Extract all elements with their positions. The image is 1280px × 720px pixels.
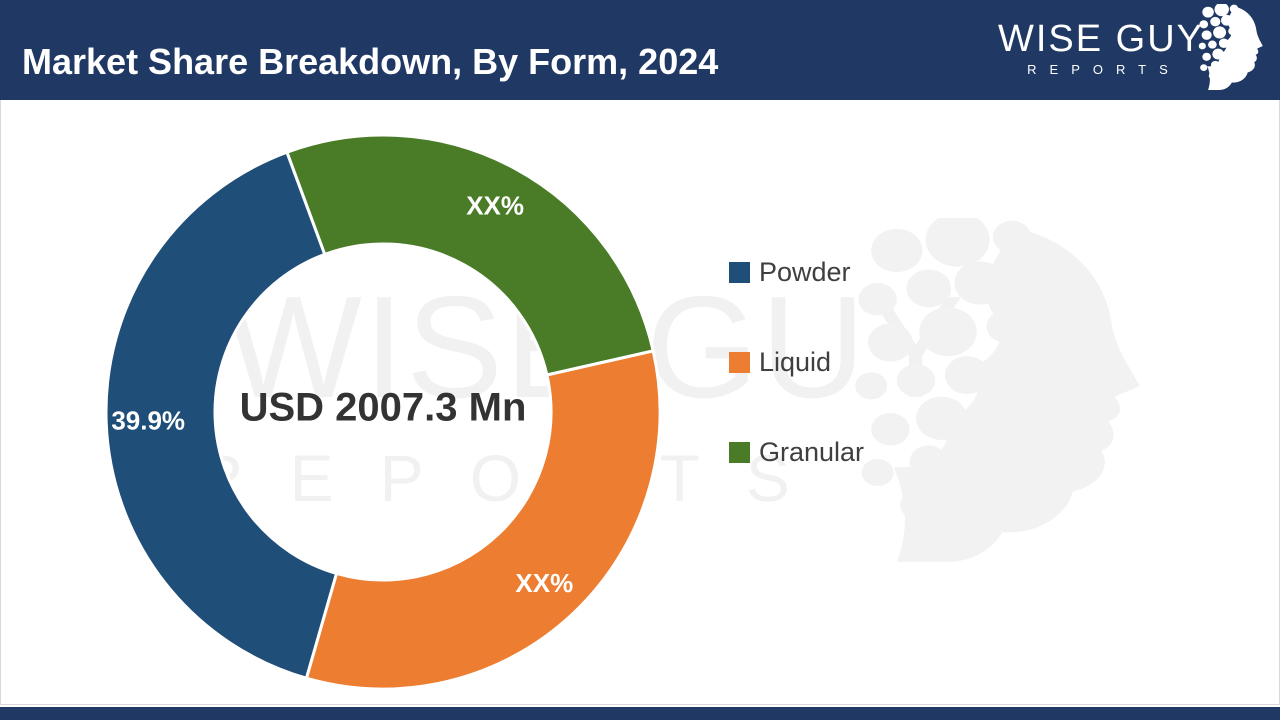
header-bar: Market Share Breakdown, By Form, 2024 WI…: [0, 0, 1280, 100]
donut-segment-liquid[interactable]: [304, 349, 662, 691]
donut-segment-powder[interactable]: [104, 150, 339, 681]
legend-item-granular[interactable]: Granular: [729, 436, 864, 468]
legend-label-liquid: Liquid: [759, 346, 832, 377]
legend: Powder Liquid Granular: [729, 256, 864, 468]
donut-segment-granular[interactable]: [284, 133, 655, 377]
donut-center-label: USD 2007.3 Mn: [239, 385, 527, 430]
wise-guy-logo: WISE GUY REPORTS: [998, 4, 1270, 92]
content-border-left: [0, 100, 1, 705]
legend-label-powder: Powder: [759, 256, 851, 287]
footer-rule: [0, 704, 1280, 705]
legend-swatch-granular: [729, 441, 750, 463]
donut-label-granular: XX%: [466, 190, 524, 220]
page-title: Market Share Breakdown, By Form, 2024: [22, 41, 719, 82]
legend-item-liquid[interactable]: Liquid: [729, 346, 864, 378]
logo-head-icon: [1198, 4, 1263, 90]
logo-name: WISE GUY: [997, 18, 1204, 61]
legend-label-granular: Granular: [759, 436, 865, 467]
donut-label-liquid: XX%: [515, 568, 573, 598]
legend-swatch-powder: [729, 261, 750, 283]
legend-item-powder[interactable]: Powder: [729, 256, 864, 288]
logo-subtitle: REPORTS: [1027, 61, 1181, 77]
footer-bar: [0, 707, 1280, 720]
legend-swatch-liquid: [729, 351, 750, 373]
logo-wordmark: WISE GUY REPORTS: [997, 18, 1204, 77]
donut-label-powder: 39.9%: [111, 406, 185, 436]
